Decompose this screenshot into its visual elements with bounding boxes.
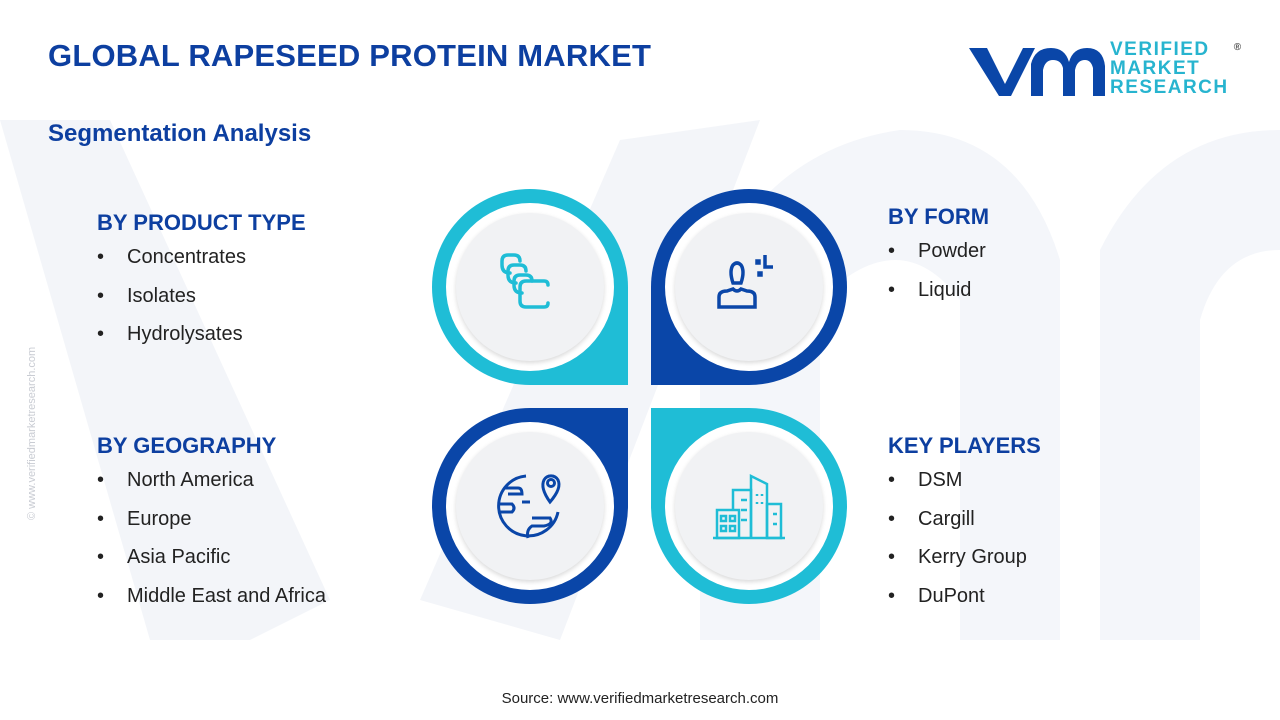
side-watermark-text: © www.verifiedmarketresearch.com [26,346,38,520]
segment-heading: BY FORM [888,204,990,229]
segment-geography: BY GEOGRAPHY North America Europe Asia P… [97,433,326,623]
product-type-badge [432,189,628,385]
logo-text: VERIFIED MARKET RESEARCH ® [1110,39,1243,98]
segment-key-players: KEY PLAYERS DSM Cargill Kerry Group DuPo… [888,433,1041,623]
segment-heading: BY GEOGRAPHY [97,433,277,458]
source-footer: Source: www.verifiedmarketresearch.com [501,690,779,707]
segment-product-type: BY PRODUCT TYPE Concentrates Isolates Hy… [97,210,306,362]
list-item: Hydrolysates [97,323,306,362]
key-players-badge [651,408,847,604]
list-item: Powder [888,240,989,279]
page-subtitle: Segmentation Analysis [48,120,312,147]
geography-badge [432,408,628,604]
list-item: Isolates [97,285,306,324]
globe-pin-icon [497,474,561,539]
list-item: Europe [97,508,326,547]
segment-heading: BY PRODUCT TYPE [97,210,306,235]
buildings-icon [713,473,785,540]
person-icon [717,255,773,309]
page-title: GLOBAL RAPESEED PROTEIN MARKET [48,38,652,73]
list-item: Concentrates [97,246,306,285]
list-item: DuPont [888,585,1041,624]
list-item: Cargill [888,508,1041,547]
form-badge [651,189,847,385]
list-item: Liquid [888,279,989,318]
vmr-logo [969,48,1105,96]
segment-form: BY FORM Powder Liquid [888,204,989,317]
list-item: North America [97,469,326,508]
list-item: DSM [888,469,1041,508]
list-item: Kerry Group [888,546,1041,585]
list-item: Middle East and Africa [97,585,326,624]
layers-icon [500,253,550,309]
segment-heading: KEY PLAYERS [888,433,1041,458]
list-item: Asia Pacific [97,546,326,585]
